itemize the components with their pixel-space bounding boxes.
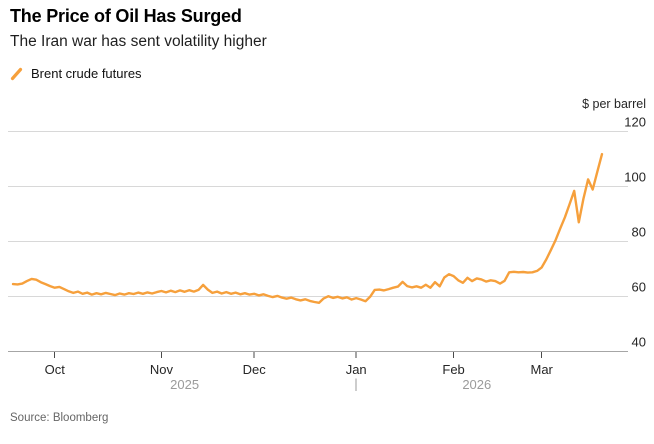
x-tick-label-Mar: Mar (531, 362, 554, 377)
x-tick-label-Jan: Jan (346, 362, 367, 377)
chart-title: The Price of Oil Has Surged (10, 6, 242, 26)
y-tick-label-40: 40 (632, 335, 646, 350)
source-note: Source: Bloomberg (10, 412, 109, 424)
x-tick-label-Feb: Feb (442, 362, 464, 377)
y-tick-label-60: 60 (632, 280, 646, 295)
legend-line-swatch-icon (10, 67, 23, 80)
year-label-2025: 2025 (170, 377, 199, 392)
legend-label: Brent crude futures (31, 66, 142, 81)
x-tick-label-Oct: Oct (45, 362, 66, 377)
x-tick-label-Nov: Nov (150, 362, 174, 377)
y-tick-label-120: 120 (624, 115, 646, 130)
y-tick-label-100: 100 (624, 170, 646, 185)
x-tick-label-Dec: Dec (243, 362, 267, 377)
legend: Brent crude futures (10, 66, 142, 81)
price-line (11, 152, 604, 304)
year-label-2026: 2026 (462, 377, 491, 392)
y-axis-unit-label: $ per barrel (582, 97, 646, 111)
chart-subtitle: The Iran war has sent volatility higher (10, 33, 267, 50)
y-tick-label-80: 80 (632, 225, 646, 240)
